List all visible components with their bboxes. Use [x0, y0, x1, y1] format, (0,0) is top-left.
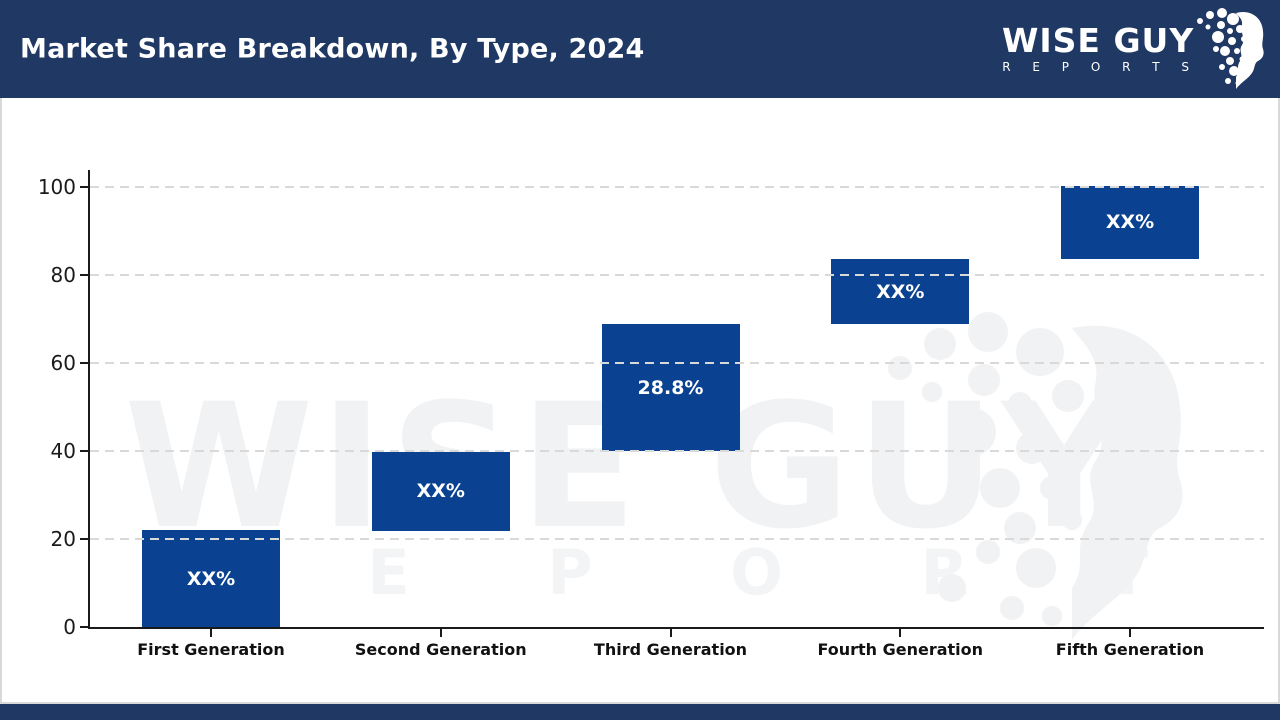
bar-value-label: 28.8%	[637, 376, 704, 399]
y-tick-mark-80	[80, 274, 88, 276]
bar-value-label: XX%	[1105, 211, 1155, 234]
x-tick-mark	[439, 629, 442, 637]
x-tick-label: Fifth Generation	[1055, 640, 1205, 659]
watermark-face-icon	[888, 312, 1183, 640]
bar-value-label: XX%	[186, 567, 236, 590]
gridline-80	[90, 274, 1264, 276]
bar-value-label: XX%	[876, 280, 925, 303]
gridline-20	[90, 538, 1264, 540]
footer-bar	[0, 704, 1280, 720]
x-tick-mark	[899, 629, 902, 637]
x-tick-label: First Generation	[137, 640, 285, 659]
y-tick-label: 40	[50, 439, 76, 463]
y-axis-line	[88, 170, 90, 629]
bar-3	[601, 324, 740, 451]
gridline-40	[90, 450, 1264, 452]
y-tick-label: 60	[50, 351, 76, 375]
y-tick-mark-100	[80, 186, 88, 188]
bar-1	[142, 530, 280, 627]
y-tick-label: 80	[50, 263, 76, 287]
x-tick-mark	[210, 629, 212, 637]
y-tick-mark-20	[80, 538, 88, 540]
bar-2	[371, 451, 510, 532]
x-tick-label: Fourth Generation	[817, 640, 984, 659]
chart-title: Market Share Breakdown, By Type, 2024	[20, 33, 645, 65]
header-bar: Market Share Breakdown, By Type, 2024 WI…	[0, 0, 1280, 98]
x-tick-mark	[669, 629, 672, 637]
x-tick-label: Third Generation	[593, 640, 748, 659]
y-tick-mark-40	[80, 450, 88, 452]
gridline-60	[90, 362, 1264, 364]
wiseguy-logo-text: WISE GUY R E P O R T S	[998, 24, 1198, 74]
y-tick-mark-0	[80, 626, 88, 628]
logo-line2: R E P O R T S	[1002, 60, 1198, 74]
y-tick-label: 0	[63, 615, 76, 639]
bar-4	[831, 259, 970, 325]
chart-canvas: WISE GUY R E P O R T S 0 20 40 60 80 100 XX% Fi…	[0, 98, 1280, 704]
x-tick-label: Second Generation	[354, 640, 527, 659]
bar-5	[1061, 186, 1199, 259]
y-tick-label: 20	[50, 527, 76, 551]
wiseguy-face-icon	[1197, 8, 1264, 90]
wiseguy-logo: WISE GUY R E P O R T S	[998, 7, 1266, 91]
logo-line1: WISE GUY	[1001, 21, 1195, 60]
bar-value-label: XX%	[416, 480, 465, 503]
x-axis-line	[88, 627, 1264, 629]
y-tick-mark-60	[80, 362, 88, 364]
gridline-100	[90, 186, 1264, 188]
y-tick-label: 100	[37, 175, 76, 199]
x-tick-mark	[1129, 629, 1131, 637]
